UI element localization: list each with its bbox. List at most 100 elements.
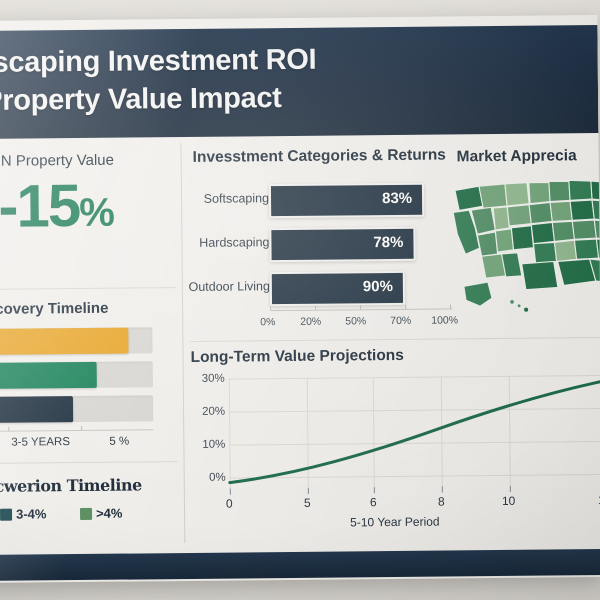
recovery-axis-label-2: 3-5 YEARS <box>11 436 71 449</box>
x-axis-tick-5 <box>307 487 309 494</box>
category-value-softscaping: 83% <box>381 189 413 208</box>
left-column: se IN Property Value 5-15% Recovery Time… <box>0 137 178 555</box>
categories-tick-2 <box>360 305 362 310</box>
recovery-bar-fill-2 <box>0 361 97 390</box>
categories-tick-3 <box>405 304 407 309</box>
legend-swatch-2 <box>0 508 13 521</box>
projection-curve <box>228 375 600 485</box>
map-state <box>590 180 600 202</box>
recovery-axis-tick-1 <box>8 426 10 431</box>
map-state <box>494 228 515 253</box>
map-state <box>521 260 559 291</box>
category-label-hardscaping: Hardscaping <box>199 235 270 250</box>
x-tick-label-8: 8 <box>437 494 445 509</box>
legend-item-2: 3-4% <box>0 506 47 522</box>
recovery-bar-fill-3 <box>0 396 74 424</box>
x-tick-label-6: 6 <box>369 495 377 510</box>
y-tick-label-0: 0% <box>209 471 226 484</box>
recovery-bar-fill-1 <box>0 327 129 356</box>
map-state <box>492 206 510 231</box>
x-axis-tick-0 <box>229 488 231 495</box>
map-state <box>532 241 558 265</box>
map-state <box>500 252 523 278</box>
map-state <box>506 204 532 227</box>
recovery-axis-line <box>0 429 154 433</box>
map-state <box>504 182 530 207</box>
map-state <box>588 258 600 284</box>
map-state <box>476 231 499 257</box>
map-state <box>553 239 578 263</box>
map-state <box>548 180 571 203</box>
projections-divider <box>190 336 600 342</box>
category-label-softscaping: Softscaping <box>203 191 270 206</box>
categories-title: Invesstment Categories & Returns <box>192 146 446 166</box>
recovery-timeline-title: Recovery Timeline <box>0 299 109 319</box>
recovery-axis-label-3: 5 % <box>109 435 130 448</box>
categories-tick-1 <box>315 305 317 310</box>
categories-tick-0 <box>270 306 272 311</box>
map-state <box>528 181 551 205</box>
map-state <box>568 179 593 201</box>
x-axis-tick-6 <box>373 487 375 494</box>
category-row-hardscaping: Hardscaping 78% <box>181 226 461 263</box>
map-state <box>556 258 597 286</box>
map-state <box>593 219 600 241</box>
poster-header: ndscaping Investment ROI d Property Valu… <box>0 25 599 139</box>
category-row-softscaping: Softscaping 83% <box>181 182 461 219</box>
x-axis-tick-10 <box>509 485 511 492</box>
categories-tick-label-2: 50% <box>345 315 367 328</box>
legend-label-2: 3-4% <box>15 506 47 522</box>
long-term-projections-panel: Long-Term Value Projections <box>182 336 600 553</box>
x-tick-label-5: 5 <box>303 495 311 510</box>
recovery-axis-labels: YEARS 3-5 YEARS 5 % <box>0 435 169 453</box>
legend-swatch-3 <box>79 507 93 520</box>
map-state-hawaii <box>509 298 515 305</box>
us-choropleth-map <box>452 179 600 313</box>
kpi-value: 5-15% <box>0 172 207 246</box>
categories-tick-label-0: 0% <box>260 316 276 329</box>
poster-title-line-1: ndscaping Investment ROI <box>0 43 317 80</box>
x-axis-tick-8 <box>441 486 443 493</box>
map-state <box>591 199 600 222</box>
categories-tick-label-1: 20% <box>300 315 322 328</box>
category-value-hardscaping: 78% <box>373 233 404 252</box>
recovery-bar-track-3 <box>0 395 154 424</box>
map-state <box>573 238 600 260</box>
category-bar-softscaping: 83% <box>268 182 425 219</box>
legend-label-3: >4% <box>95 505 123 521</box>
appreciation-legend: -3% 3-4% >4% <box>0 505 182 525</box>
map-state <box>510 225 535 251</box>
map-state <box>569 199 595 221</box>
kpi-value-unit: % <box>79 190 114 236</box>
y-tick-label-30: 30% <box>201 372 225 385</box>
kpi-value-number: 5-15 <box>0 172 80 241</box>
projections-x-axis-label: 5-10 Year Period <box>350 514 440 530</box>
x-tick-label-0: 0 <box>225 496 233 511</box>
legend-item-3: >4% <box>79 505 123 521</box>
category-label-outdoor-living: Outdoor Living <box>188 279 270 294</box>
kpi-label: se IN Property Value <box>0 151 115 170</box>
map-state <box>549 200 573 223</box>
poster-body: se IN Property Value 5-15% Recovery Time… <box>0 133 600 555</box>
investment-categories-panel: Invesstment Categories & Returns Softsca… <box>180 134 462 337</box>
category-row-outdoor-living: Outdoor Living 90% <box>182 270 462 307</box>
left-divider-1 <box>0 287 176 291</box>
categories-tick-label-3: 70% <box>390 314 412 328</box>
map-state <box>595 238 600 262</box>
category-bar-hardscaping: 78% <box>269 226 416 263</box>
x-tick-label-10: 10 <box>501 493 516 508</box>
poster-title-line-2: d Property Value Impact <box>0 82 282 117</box>
map-state <box>454 185 484 211</box>
infographic-poster: ndscaping Investment ROI d Property Valu… <box>0 15 600 583</box>
appreciation-timeline-title: Hocwerion Timeline <box>0 475 142 497</box>
y-tick-label-20: 20% <box>201 405 226 418</box>
poster-footer-bar <box>0 549 600 581</box>
left-divider-2 <box>0 461 178 465</box>
projections-plot-area <box>228 374 600 489</box>
map-state-alaska <box>463 281 493 307</box>
recovery-bar-track-2 <box>0 361 153 390</box>
projection-line <box>228 375 600 485</box>
recovery-bar-track-1 <box>0 327 153 356</box>
map-state <box>478 183 508 209</box>
